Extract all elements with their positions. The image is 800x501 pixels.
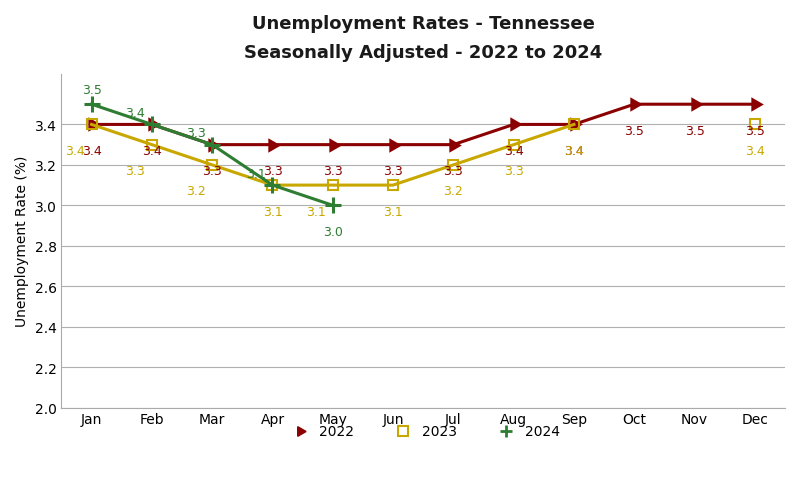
Text: 3.2: 3.2 — [443, 185, 463, 198]
Text: 3.1: 3.1 — [262, 205, 282, 218]
Text: 3.4: 3.4 — [564, 145, 584, 157]
Text: 3.4: 3.4 — [504, 145, 523, 157]
Text: 3.3: 3.3 — [383, 165, 403, 178]
Text: 3.5: 3.5 — [624, 124, 644, 137]
Text: 3.1: 3.1 — [306, 205, 326, 218]
Text: 3.4: 3.4 — [745, 145, 765, 157]
Text: 3.4: 3.4 — [126, 107, 145, 120]
Title: Unemployment Rates - Tennessee
Seasonally Adjusted - 2022 to 2024: Unemployment Rates - Tennessee Seasonall… — [244, 15, 602, 62]
Text: 3.5: 3.5 — [745, 124, 765, 137]
Text: 3.3: 3.3 — [504, 165, 523, 178]
Text: 3.1: 3.1 — [383, 205, 403, 218]
Text: 3.3: 3.3 — [323, 165, 342, 178]
Text: 3.3: 3.3 — [202, 165, 222, 178]
Text: 3.4: 3.4 — [82, 145, 102, 157]
Text: 3.3: 3.3 — [262, 165, 282, 178]
Text: 3.5: 3.5 — [82, 84, 102, 97]
Text: 3.4: 3.4 — [142, 145, 162, 157]
Text: 3.1: 3.1 — [246, 167, 266, 180]
Text: 3.2: 3.2 — [186, 185, 206, 198]
Text: 3.4: 3.4 — [65, 145, 85, 157]
Text: 3.0: 3.0 — [323, 225, 342, 238]
Text: 3.3: 3.3 — [126, 165, 145, 178]
Text: 3.4: 3.4 — [564, 145, 584, 157]
Legend: 2022, 2023, 2024: 2022, 2023, 2024 — [281, 419, 566, 444]
Text: 3.3: 3.3 — [443, 165, 463, 178]
Text: 3.5: 3.5 — [685, 124, 705, 137]
Y-axis label: Unemployment Rate (%): Unemployment Rate (%) — [15, 156, 29, 327]
Text: 3.3: 3.3 — [186, 127, 206, 140]
